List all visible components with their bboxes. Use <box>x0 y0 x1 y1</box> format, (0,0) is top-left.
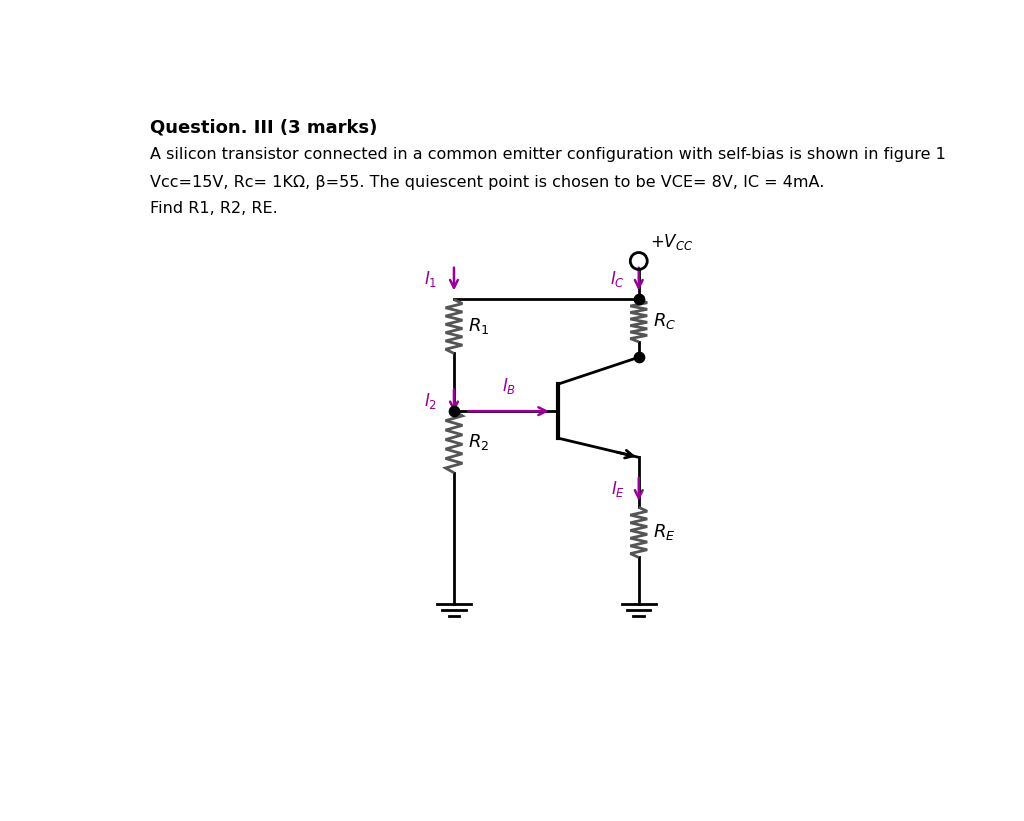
Text: $R_C$: $R_C$ <box>652 310 676 331</box>
Text: $R_1$: $R_1$ <box>468 316 489 337</box>
Text: $R_E$: $R_E$ <box>652 522 675 543</box>
Text: A silicon transistor connected in a common emitter configuration with self-bias : A silicon transistor connected in a comm… <box>150 147 946 162</box>
Text: $I_2$: $I_2$ <box>424 391 437 410</box>
Point <box>631 351 647 364</box>
Point <box>631 293 647 306</box>
Point <box>445 405 462 418</box>
Text: $I_B$: $I_B$ <box>502 376 516 396</box>
Text: Question. III (3 marks): Question. III (3 marks) <box>150 118 377 136</box>
Text: Find R1, R2, RE.: Find R1, R2, RE. <box>150 201 278 216</box>
Text: $R_2$: $R_2$ <box>468 432 489 452</box>
Text: Vcc=15V, Rc= 1KΩ, β=55. The quiescent point is chosen to be VCE= 8V, IC = 4mA.: Vcc=15V, Rc= 1KΩ, β=55. The quiescent po… <box>150 175 824 190</box>
Text: $I_E$: $I_E$ <box>610 479 625 499</box>
Text: $I_C$: $I_C$ <box>610 269 625 289</box>
Text: $I_1$: $I_1$ <box>424 269 437 289</box>
Text: $+V_{CC}$: $+V_{CC}$ <box>650 232 694 252</box>
